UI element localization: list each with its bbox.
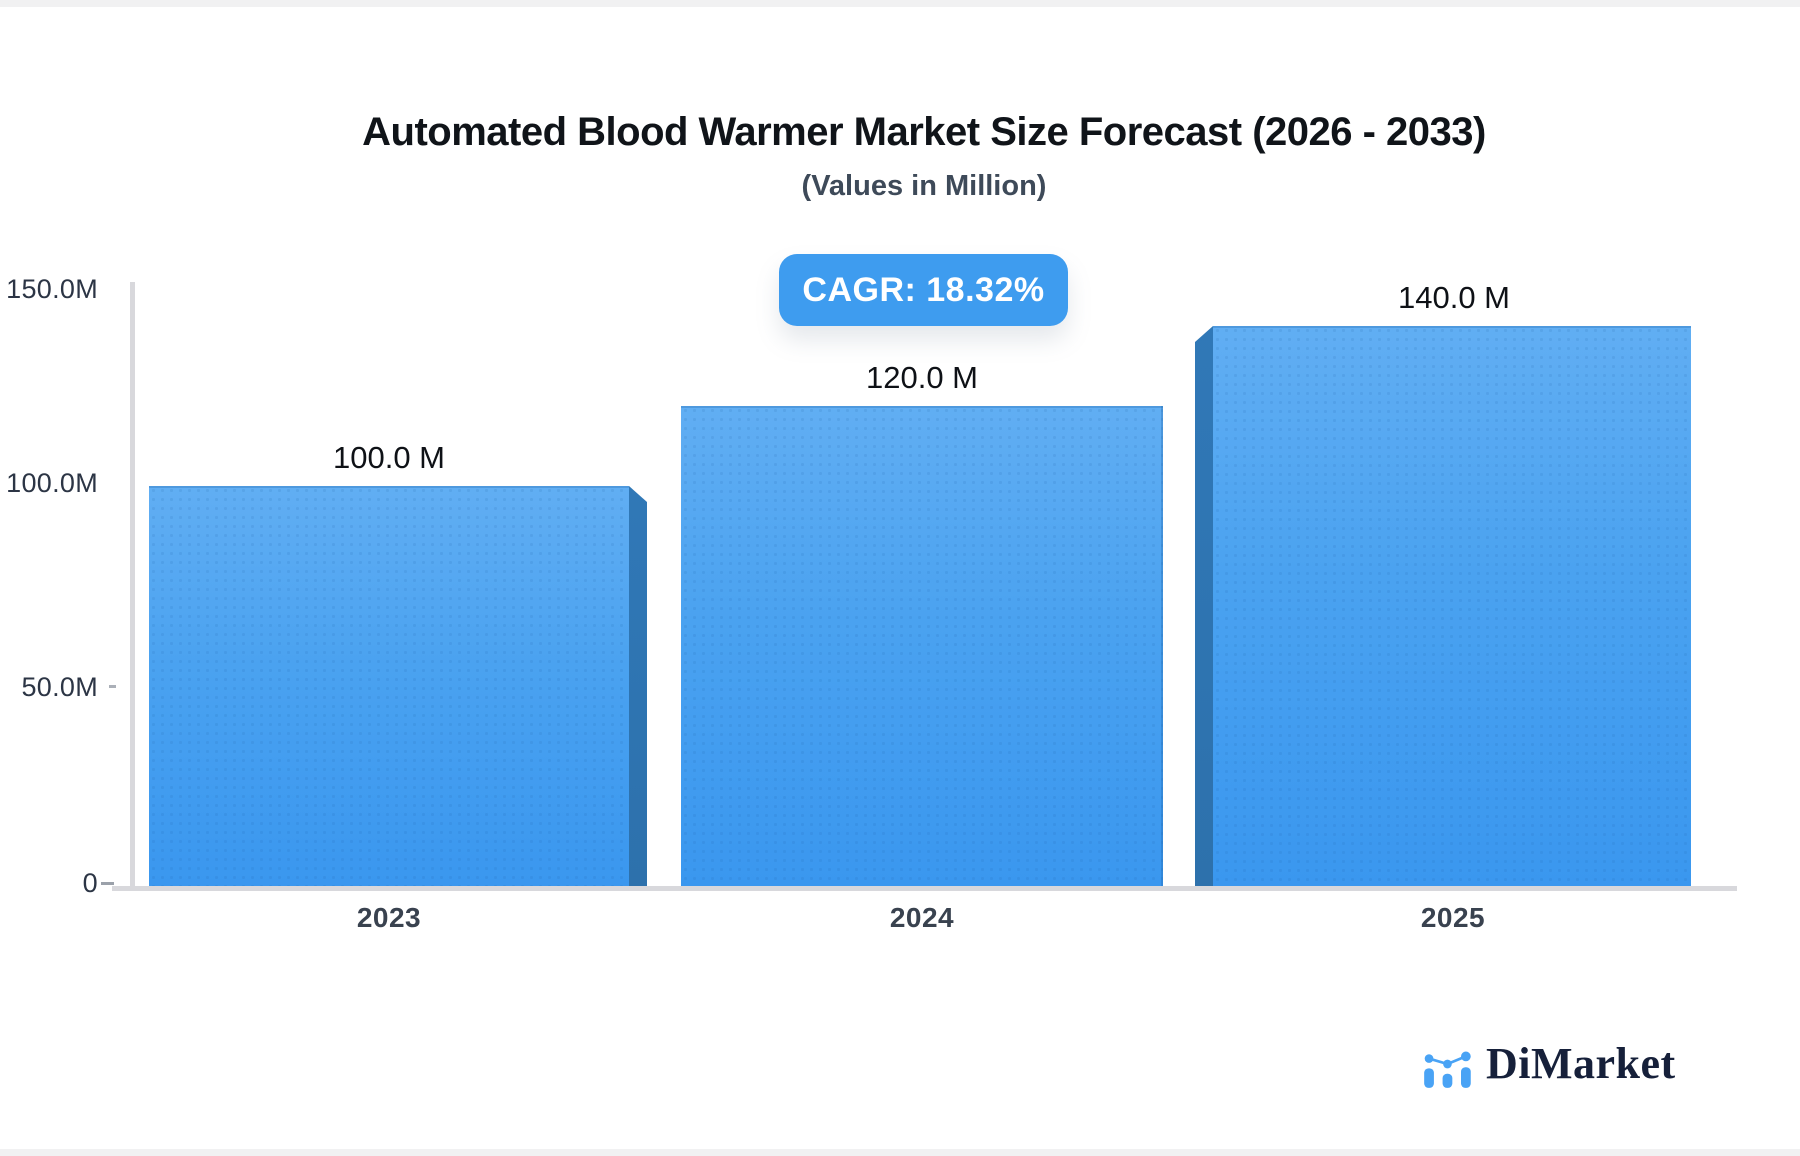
y-tick-label-150: 150.0M <box>6 274 98 304</box>
frame-top-edge <box>0 0 1800 7</box>
chart-subtitle: (Values in Million) <box>801 170 1047 202</box>
x-axis-baseline <box>112 886 1737 891</box>
y-tick-mark-0 <box>101 882 114 885</box>
bar-2023 <box>149 486 629 886</box>
y-tick-mark-50 <box>109 685 116 688</box>
bar-value-label-2023: 100.0 M <box>332 440 445 475</box>
bar-2025-side-face <box>1195 326 1213 886</box>
cagr-badge: CAGR: 18.32% <box>779 254 1068 326</box>
bar-2024 <box>681 406 1163 886</box>
frame-bottom-edge <box>0 1149 1800 1156</box>
x-tick-label-2023: 2023 <box>356 902 422 933</box>
y-axis-line <box>130 282 135 888</box>
x-tick-label-2025: 2025 <box>1420 902 1486 933</box>
bar-value-label-2025: 140.0 M <box>1397 280 1510 315</box>
chart-title: Automated Blood Warmer Market Size Forec… <box>362 110 1486 154</box>
y-tick-label-100: 100.0M <box>6 468 98 498</box>
bar-2025 <box>1213 326 1691 886</box>
bar-2023-side-face <box>629 486 647 886</box>
x-tick-label-2024: 2024 <box>889 902 955 933</box>
y-tick-label-0: 0 <box>82 868 98 898</box>
dimarket-logo-icon <box>1424 1051 1471 1088</box>
dimarket-logo-text: DiMarket <box>1486 1039 1676 1088</box>
y-tick-label-50: 50.0M <box>21 672 98 702</box>
bar-value-label-2024: 120.0 M <box>865 360 978 395</box>
dimarket-logo: DiMarket <box>1422 1040 1676 1088</box>
